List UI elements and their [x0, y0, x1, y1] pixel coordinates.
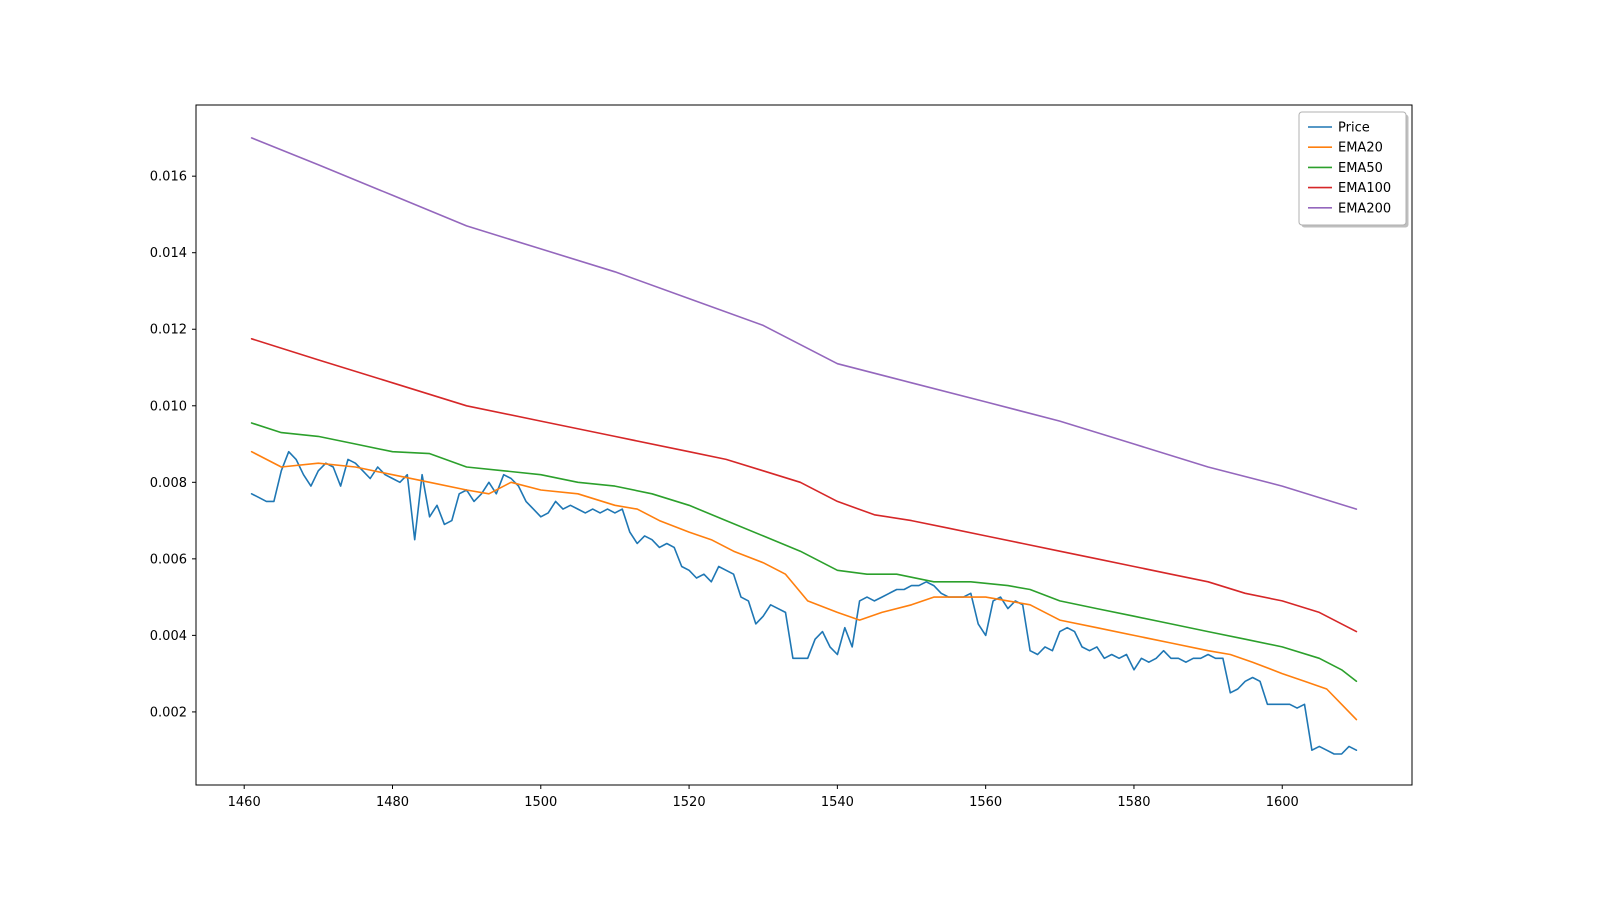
x-tick-label: 1560 — [969, 795, 1002, 810]
y-tick-label: 0.006 — [150, 552, 187, 567]
series-line-price — [250, 450, 1358, 755]
series-line-ema50 — [250, 422, 1358, 683]
legend-label-ema100: EMA100 — [1338, 181, 1391, 196]
y-tick-label: 0.008 — [150, 476, 187, 491]
series-line-ema20 — [250, 450, 1358, 721]
x-tick-label: 1600 — [1266, 795, 1299, 810]
x-tick-label: 1540 — [821, 795, 854, 810]
x-tick-label: 1460 — [228, 795, 261, 810]
legend-label-ema200: EMA200 — [1338, 201, 1391, 216]
x-tick-label: 1520 — [673, 795, 706, 810]
y-axis: 0.002 0.004 0.006 0.008 0.010 0.012 0.014 0.016 — [150, 170, 196, 720]
legend-label-price: Price — [1338, 121, 1370, 136]
axes-frame — [195, 104, 1413, 786]
series-group — [250, 137, 1358, 755]
y-tick-label: 0.002 — [150, 705, 187, 720]
y-tick-label: 0.012 — [150, 323, 187, 338]
y-tick-label: 0.010 — [150, 399, 187, 414]
x-axis: 1460 1480 1500 1520 1540 1560 1580 1600 — [228, 785, 1299, 810]
legend-box — [1298, 111, 1407, 226]
legend-label-ema50: EMA50 — [1338, 161, 1383, 176]
series-line-ema200 — [250, 137, 1358, 510]
x-tick-label: 1500 — [524, 795, 557, 810]
series-line-ema100 — [250, 337, 1358, 633]
legend-label-ema20: EMA20 — [1338, 141, 1383, 156]
x-tick-label: 1580 — [1117, 795, 1150, 810]
y-tick-label: 0.004 — [150, 629, 187, 644]
x-tick-label: 1480 — [376, 795, 409, 810]
y-tick-label: 0.016 — [150, 170, 187, 185]
y-tick-label: 0.014 — [150, 246, 187, 261]
legend: Price EMA20 EMA50 EMA100 EMA200 — [1298, 111, 1409, 228]
